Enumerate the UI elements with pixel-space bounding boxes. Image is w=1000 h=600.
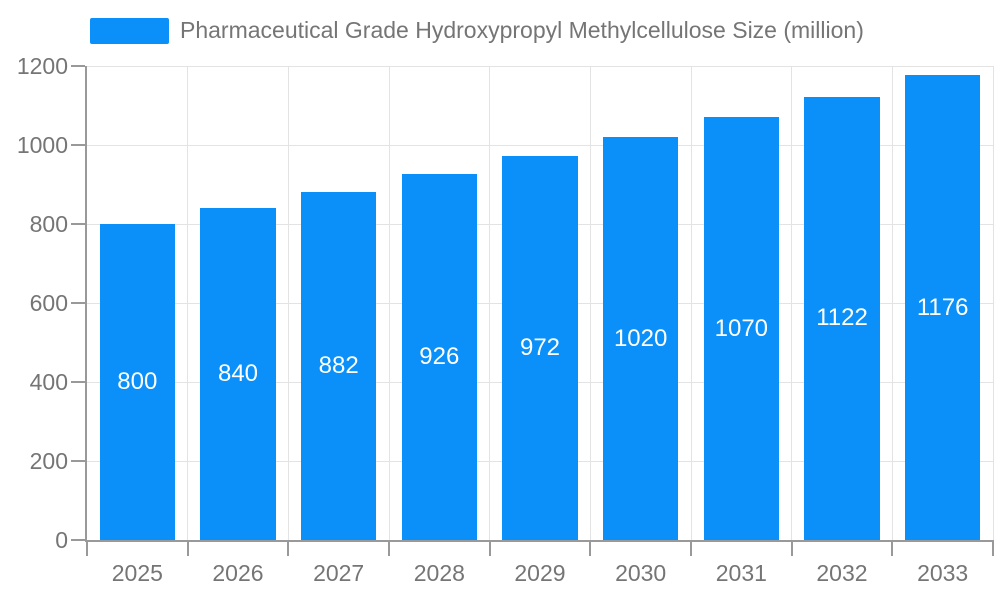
bar[interactable]: 1122 [804,96,880,540]
y-tick-label: 200 [29,448,68,474]
x-axis-tick [690,540,692,556]
bar-value-label: 840 [217,360,259,388]
x-tick-label: 2026 [212,560,264,586]
x-tick-label: 2033 [917,560,969,586]
y-axis-line [85,66,87,540]
y-tick-label: 1000 [16,132,68,158]
v-gridline [992,66,994,540]
bar[interactable]: 840 [200,208,276,540]
legend-swatch [90,17,169,44]
h-gridline [87,65,993,67]
x-axis-line [85,540,993,542]
bar[interactable]: 1020 [602,137,679,540]
y-tick-label: 0 [55,527,68,553]
y-tick-label: 400 [29,369,68,395]
x-axis-tick [287,540,290,556]
y-axis-tick [71,65,85,67]
x-tick-label: 2030 [615,560,667,586]
v-gridline [187,66,189,540]
v-gridline [388,66,390,540]
v-gridline [589,66,591,540]
y-axis-tick [71,381,85,383]
x-tick-label: 2031 [715,560,767,586]
y-axis-tick [71,539,85,541]
x-axis-tick [488,540,491,556]
legend-label: Pharmaceutical Grade Hydroxypropyl Methy… [180,17,864,43]
v-gridline [287,66,289,540]
bar-value-label: 1122 [816,304,868,332]
bar[interactable]: 882 [300,191,377,540]
y-tick-label: 800 [29,211,68,237]
bar-value-label: 1020 [613,324,668,352]
bar-value-label: 1070 [714,314,769,342]
y-tick-label: 1200 [16,53,68,79]
bar-value-label: 1176 [916,293,969,321]
x-tick-label: 2032 [816,560,868,586]
y-axis-tick [71,460,85,462]
bar-value-label: 800 [117,368,158,395]
bar-value-label: 882 [318,351,359,379]
bar[interactable]: 1070 [703,117,780,540]
bar[interactable]: 800 [99,224,176,540]
h-gridline [87,144,993,146]
x-axis-tick [992,540,994,556]
x-axis-tick [86,540,88,556]
x-axis-tick [589,540,592,556]
y-axis-tick [71,223,85,225]
bar[interactable]: 972 [502,156,578,540]
v-gridline [489,66,491,540]
y-tick-label: 600 [29,290,68,316]
bar-value-label: 972 [519,334,561,362]
bar[interactable]: 1176 [904,75,981,540]
v-gridline [891,66,893,540]
x-tick-label: 2025 [111,560,163,586]
x-axis-tick [186,540,189,556]
v-gridline [791,66,793,540]
legend-item[interactable]: Pharmaceutical Grade Hydroxypropyl Methy… [90,17,864,44]
y-axis-tick [71,144,85,146]
bar[interactable]: 926 [401,174,478,540]
bar-value-label: 926 [419,343,460,371]
x-tick-label: 2028 [413,560,465,586]
x-axis-tick [790,540,793,556]
v-gridline [690,66,692,540]
x-tick-label: 2027 [313,560,365,586]
y-axis-tick [71,302,85,304]
x-axis-tick [891,540,894,556]
x-axis-tick [388,540,390,556]
x-tick-label: 2029 [514,560,566,586]
